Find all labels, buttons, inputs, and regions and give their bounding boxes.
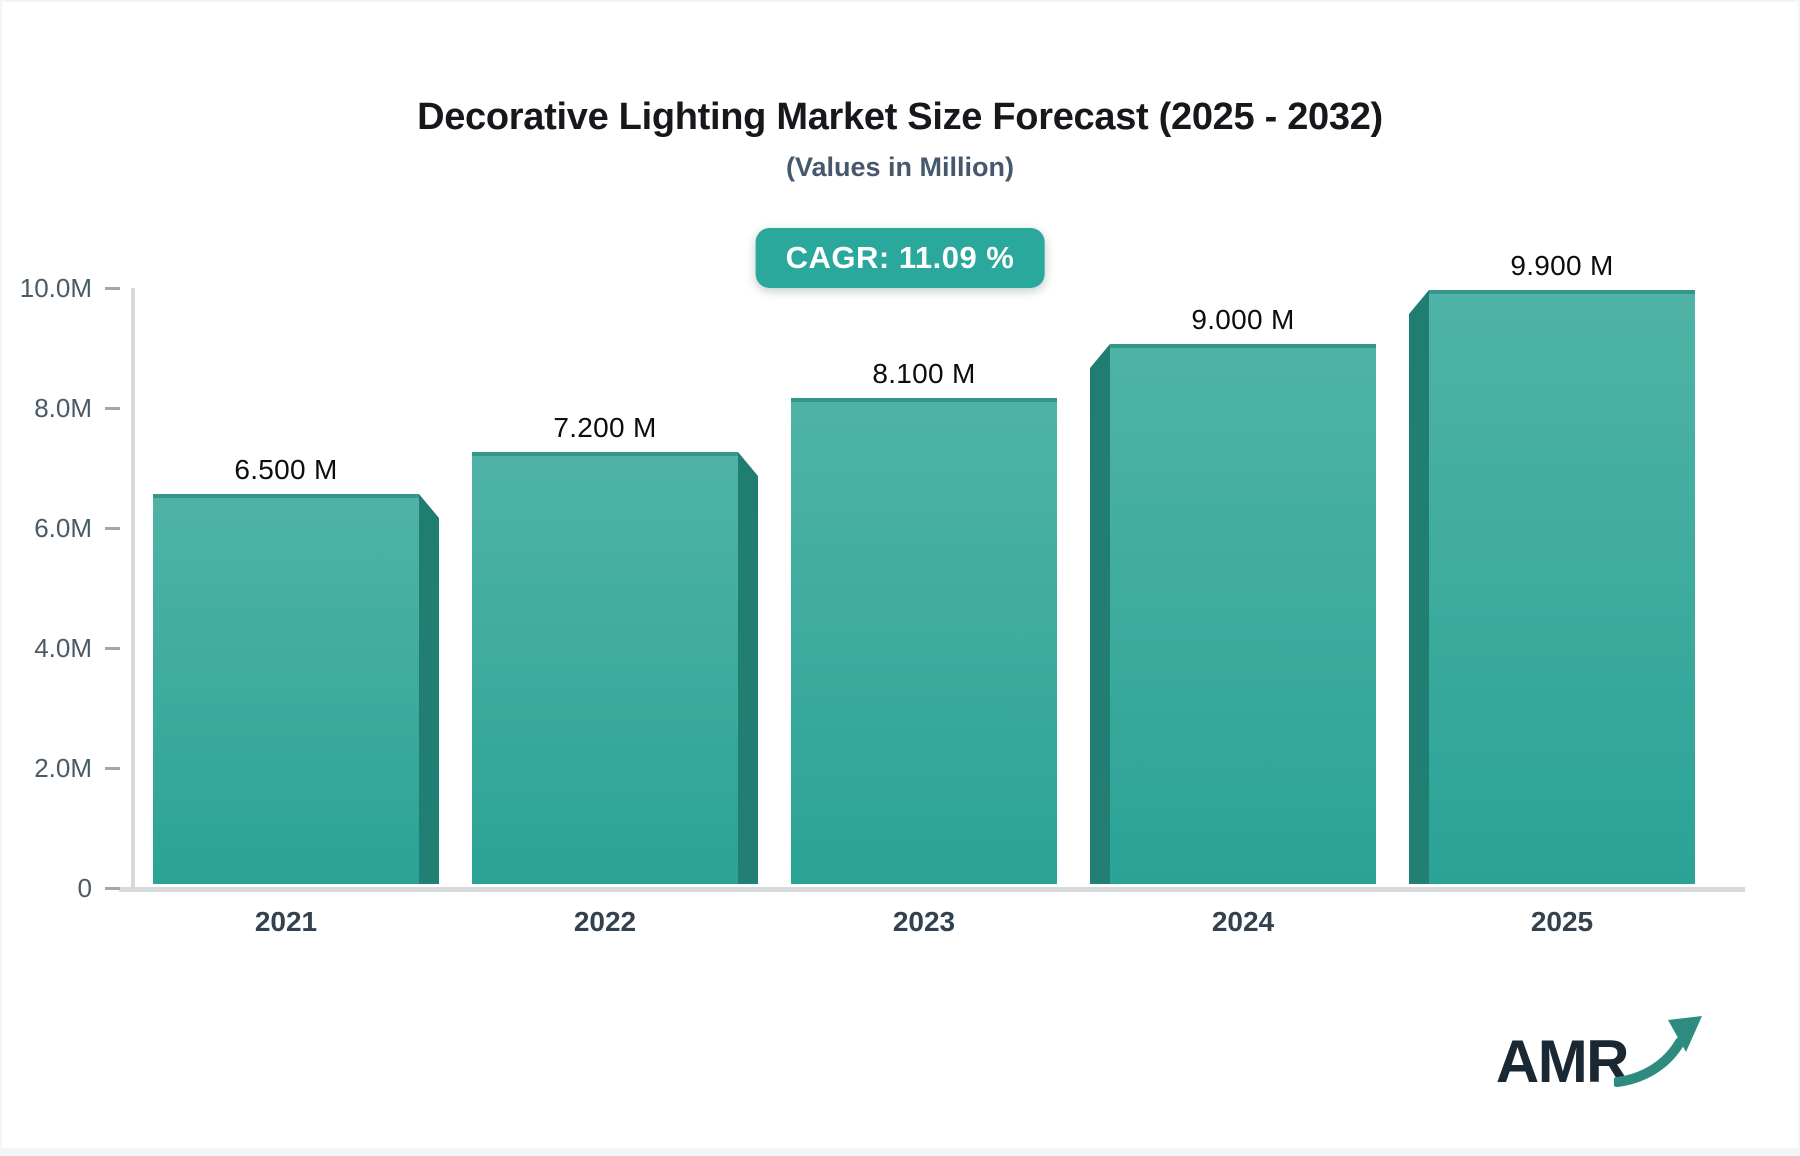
cagr-badge: CAGR: 11.09 % [755, 228, 1045, 288]
bar-2025 [1429, 290, 1695, 884]
bar-value-label: 6.500 M [234, 454, 338, 485]
bar-2024 [1110, 344, 1376, 884]
bar-2021 [153, 494, 419, 884]
page-bottom-edge [2, 1148, 1798, 1154]
y-tick-label: 6.0M [34, 513, 92, 543]
cagr-badge-label: CAGR: 11.09 % [785, 240, 1015, 275]
y-tick-dash [105, 407, 120, 410]
y-tick-label: 0 [77, 873, 92, 903]
bar-2022 [472, 452, 738, 884]
x-tick-label-2023: 2023 [892, 906, 956, 937]
y-axis-line [131, 288, 135, 892]
bar-2022-side [738, 452, 758, 884]
amr-logo-text: AMR [1495, 1028, 1630, 1095]
y-tick-dash [105, 287, 120, 290]
y-tick-dash [105, 647, 120, 650]
y-tick-dash [105, 767, 120, 770]
y-tick-label: 8.0M [34, 393, 92, 423]
bar-2021-side [419, 494, 439, 884]
growth-arrow-icon [1614, 1016, 1702, 1087]
y-tick-dash [105, 527, 120, 530]
chart-title: Decorative Lighting Market Size Forecast… [417, 96, 1383, 138]
x-tick-label-2025: 2025 [1530, 906, 1594, 937]
x-axis-line [119, 887, 1745, 892]
bar-value-label: 9.000 M [1191, 304, 1295, 335]
bar-value-label: 8.100 M [872, 358, 976, 389]
bar-2025-side [1409, 290, 1429, 884]
bar-value-label: 9.900 M [1510, 250, 1614, 281]
x-tick-label-2022: 2022 [573, 906, 637, 937]
x-tick-label-2024: 2024 [1211, 906, 1275, 937]
x-tick-label-2021: 2021 [254, 906, 318, 937]
y-tick-dash [105, 887, 120, 890]
y-tick-label: 2.0M [34, 753, 92, 783]
bar-2024-side [1090, 344, 1110, 884]
y-tick-label: 10.0M [19, 273, 92, 303]
chart-subtitle: (Values in Million) [785, 152, 1015, 182]
amr-logo: AMR [1496, 1014, 1702, 1092]
bar-value-label: 7.200 M [553, 412, 657, 443]
y-tick-label: 4.0M [34, 633, 92, 663]
bar-2023 [791, 398, 1057, 884]
